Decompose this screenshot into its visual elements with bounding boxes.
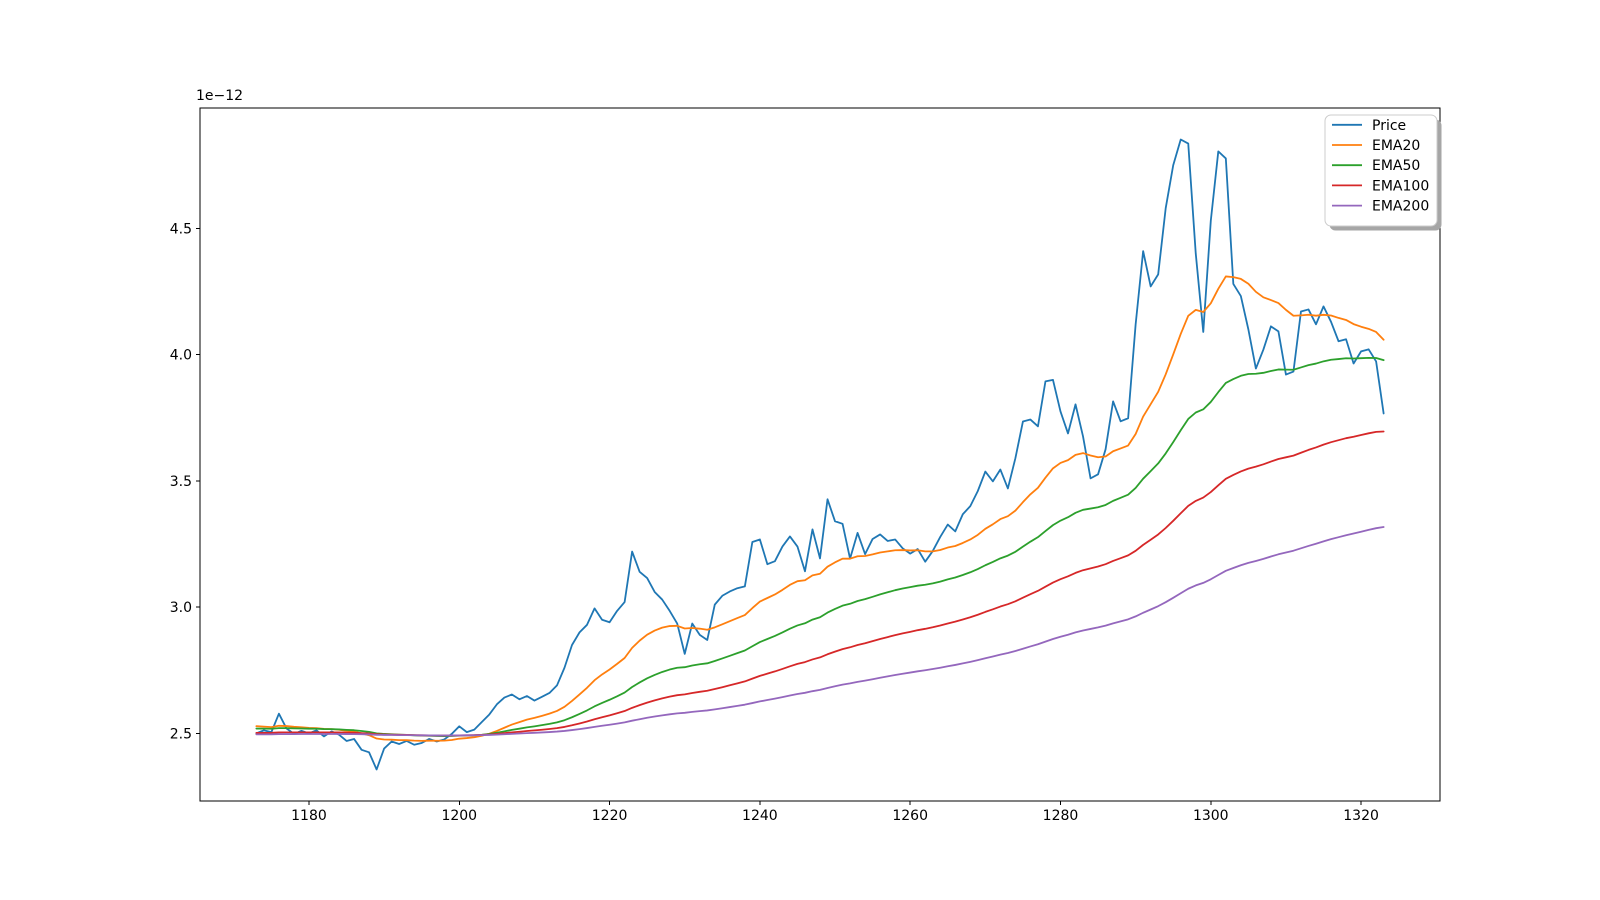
- legend: Price EMA20 EMA50 EMA100 EMA200: [1324, 114, 1442, 231]
- legend-item-label: EMA50: [1372, 158, 1420, 174]
- y-tick-label: 3.0: [170, 600, 192, 616]
- legend-item-label: EMA200: [1372, 199, 1429, 215]
- ema20-line: [255, 275, 1385, 742]
- x-axis: 1180 1200 1220 1240 1260 1280 1300 1320: [291, 801, 1379, 824]
- x-tick-label: 1200: [441, 808, 477, 824]
- legend-item-label: EMA100: [1372, 178, 1429, 194]
- legend-item-price: Price: [1332, 118, 1406, 134]
- plot-area-border: [199, 107, 1441, 802]
- x-tick-label: 1300: [1193, 808, 1229, 824]
- series-lines: [255, 138, 1385, 771]
- x-tick-label: 1260: [892, 808, 928, 824]
- x-tick-label: 1220: [592, 808, 628, 824]
- y-axis-offset-label: 1e−12: [196, 88, 243, 104]
- y-axis: 2.5 3.0 3.5 4.0 4.5: [170, 221, 200, 742]
- legend-item-ema200: EMA200: [1332, 199, 1429, 215]
- legend-item-ema20: EMA20: [1332, 138, 1420, 154]
- price-line: [255, 138, 1385, 771]
- y-tick-label: 4.5: [170, 221, 192, 237]
- y-tick-label: 2.5: [170, 726, 192, 742]
- x-tick-label: 1320: [1343, 808, 1379, 824]
- legend-item-label: Price: [1372, 118, 1406, 134]
- legend-box: [1324, 114, 1438, 227]
- legend-item-label: EMA20: [1372, 138, 1420, 154]
- y-tick-label: 3.5: [170, 474, 192, 490]
- legend-item-ema100: EMA100: [1332, 178, 1429, 194]
- y-tick-label: 4.0: [170, 348, 192, 364]
- x-tick-label: 1180: [291, 808, 327, 824]
- x-tick-label: 1280: [1043, 808, 1079, 824]
- x-tick-label: 1240: [742, 808, 778, 824]
- legend-item-ema50: EMA50: [1332, 158, 1420, 174]
- ema200-line: [255, 526, 1385, 737]
